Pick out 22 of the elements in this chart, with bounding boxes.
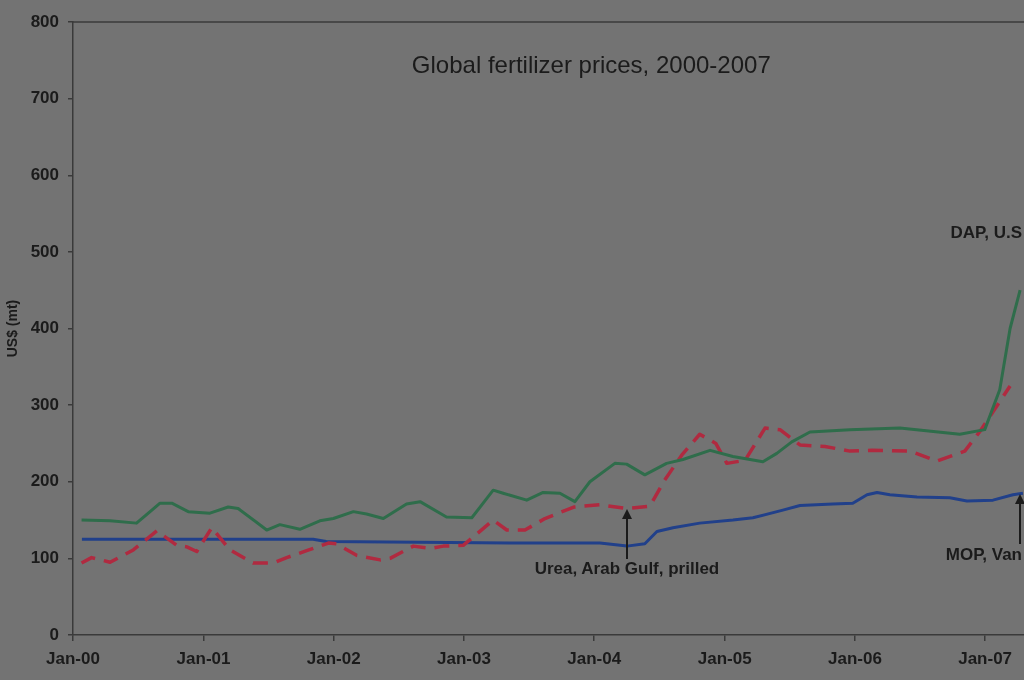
y-tick-label: 500 xyxy=(30,241,59,261)
text: Global fertilizer prices, 2000-2007 xyxy=(411,50,771,78)
x-tick-label: Jan-03 xyxy=(437,648,491,668)
annotation: DAP, U.S xyxy=(950,223,1023,243)
annotation: MOP, Van xyxy=(945,544,1022,564)
x-tick-label: Jan-07 xyxy=(958,648,1013,668)
y-tick-label: 0 xyxy=(49,624,59,644)
x-tick-label: Jan-05 xyxy=(697,648,752,668)
x-tick-label: Jan-02 xyxy=(306,648,361,668)
annotation: Urea, Arab Gulf, prilled xyxy=(534,559,720,579)
y-tick-label: 400 xyxy=(30,318,59,338)
x-tick-label: Jan-01 xyxy=(176,648,231,668)
y-tick-label: 200 xyxy=(30,471,59,491)
x-tick-label: Jan-06 xyxy=(827,648,882,668)
x-tick-label: Jan-04 xyxy=(567,648,622,668)
y-tick-label: 800 xyxy=(30,11,59,31)
y-axis-title: US$ (mt) xyxy=(4,299,21,358)
y-tick-label: 100 xyxy=(30,548,59,568)
y-tick-label: 300 xyxy=(30,394,59,414)
y-tick-label: 600 xyxy=(30,164,59,184)
x-tick-label: Jan-00 xyxy=(46,648,100,668)
y-tick-label: 700 xyxy=(30,88,59,108)
